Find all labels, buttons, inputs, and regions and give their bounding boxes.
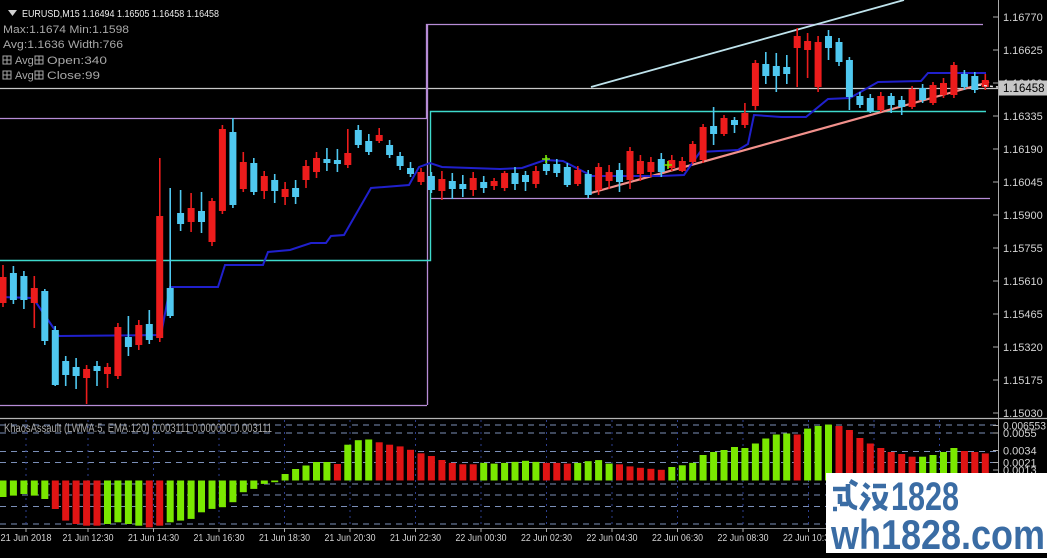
svg-text:Avg: Avg [15, 55, 34, 67]
svg-text:21 Jun 2018: 21 Jun 2018 [1, 532, 52, 544]
svg-text:0.006553: 0.006553 [1003, 421, 1046, 433]
svg-text:KhaosAssault (LWMA:5, EMA:120): KhaosAssault (LWMA:5, EMA:120) 0.003111 … [4, 423, 272, 435]
svg-text:21 Jun 20:30: 21 Jun 20:30 [325, 532, 376, 544]
svg-text:21 Jun 14:30: 21 Jun 14:30 [128, 532, 179, 544]
svg-text:Avg: Avg [15, 70, 34, 82]
svg-text:Close:99: Close:99 [47, 70, 100, 82]
svg-text:1.16625: 1.16625 [1003, 45, 1043, 57]
svg-text:1.15175: 1.15175 [1003, 375, 1043, 387]
svg-text:1.16458: 1.16458 [1003, 83, 1045, 95]
svg-text:Open:340: Open:340 [47, 55, 107, 67]
svg-text:1.15900: 1.15900 [1003, 210, 1043, 222]
svg-text:wh1828.com: wh1828.com [830, 511, 1045, 553]
svg-text:1.15465: 1.15465 [1003, 309, 1043, 321]
svg-text:1.16770: 1.16770 [1003, 12, 1043, 24]
svg-text:0.0034: 0.0034 [1003, 446, 1037, 458]
svg-text:22 Jun 08:30: 22 Jun 08:30 [718, 532, 769, 544]
svg-text:EURUSD,M15 1.16494 1.16505 1.: EURUSD,M15 1.16494 1.16505 1.16458 1.164… [22, 8, 219, 20]
svg-text:22 Jun 10:30: 22 Jun 10:30 [783, 532, 834, 544]
svg-text:1.15755: 1.15755 [1003, 243, 1043, 255]
svg-text:0.0055: 0.0055 [1003, 428, 1037, 440]
svg-text:1828: 1828 [891, 475, 959, 519]
svg-text:1.15030: 1.15030 [1003, 408, 1043, 420]
svg-text:21 Jun 18:30: 21 Jun 18:30 [259, 532, 310, 544]
svg-text:21 Jun 22:30: 21 Jun 22:30 [390, 532, 441, 544]
svg-text:22 Jun 02:30: 22 Jun 02:30 [521, 532, 572, 544]
svg-text:21 Jun 12:30: 21 Jun 12:30 [63, 532, 114, 544]
svg-text:1.16335: 1.16335 [1003, 111, 1043, 123]
svg-text:1.15320: 1.15320 [1003, 342, 1043, 354]
svg-text:1.15610: 1.15610 [1003, 276, 1043, 288]
svg-text:22 Jun 06:30: 22 Jun 06:30 [652, 532, 703, 544]
svg-text:Avg:1.1636 Width:766: Avg:1.1636 Width:766 [3, 39, 123, 51]
svg-text:Max:1.1674 Min:1.1598: Max:1.1674 Min:1.1598 [3, 24, 129, 36]
svg-text:1.16190: 1.16190 [1003, 144, 1043, 156]
svg-text:21 Jun 16:30: 21 Jun 16:30 [194, 532, 245, 544]
svg-text:1.16045: 1.16045 [1003, 177, 1043, 189]
svg-text:22 Jun 04:30: 22 Jun 04:30 [587, 532, 638, 544]
svg-text:0.0021: 0.0021 [1003, 458, 1037, 470]
svg-text:22 Jun 00:30: 22 Jun 00:30 [456, 532, 507, 544]
